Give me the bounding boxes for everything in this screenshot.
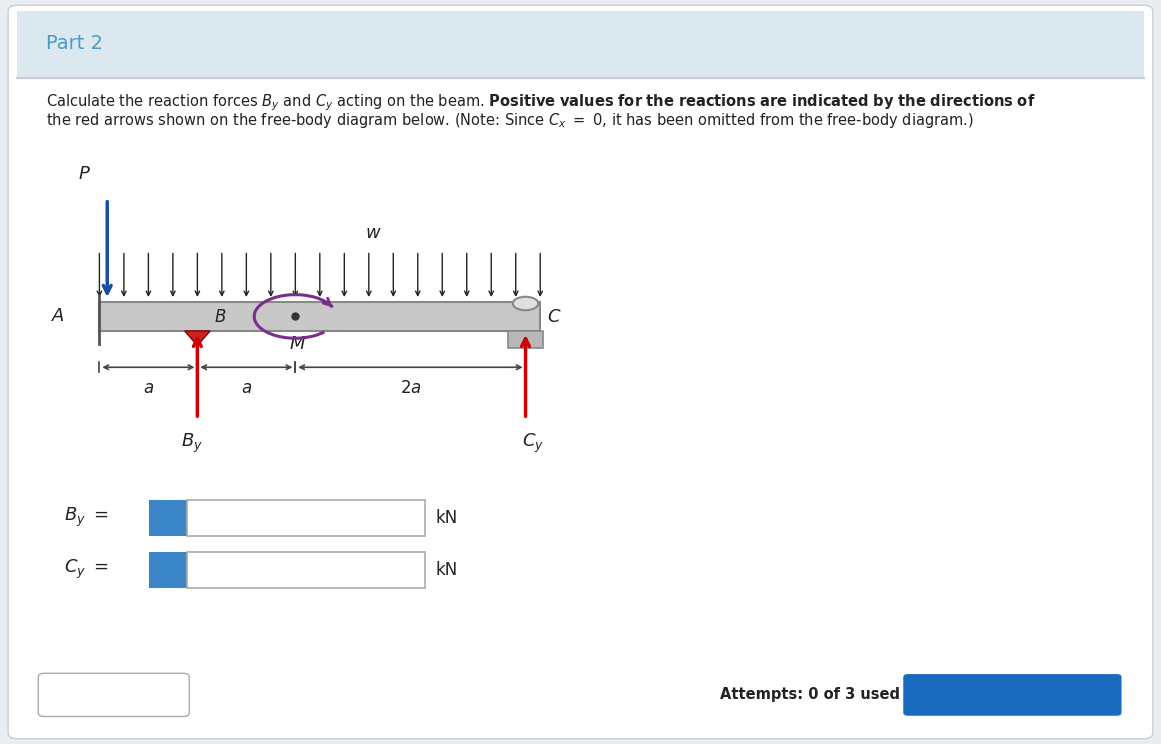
- Text: the red arrows shown on the free-body diagram below. (Note: Since $C_x\ =\ 0$, i: the red arrows shown on the free-body di…: [46, 111, 974, 130]
- Text: $B_y$: $B_y$: [181, 432, 203, 455]
- Text: Submit Answer: Submit Answer: [950, 687, 1075, 702]
- Polygon shape: [185, 331, 210, 345]
- Text: $2a$: $2a$: [399, 379, 421, 397]
- Text: Calculate the reaction forces $B_y$ and $C_y$ acting on the beam. $\mathbf{Posit: Calculate the reaction forces $B_y$ and …: [46, 92, 1036, 113]
- Text: $C$: $C$: [547, 308, 562, 326]
- Text: $M$: $M$: [289, 335, 305, 353]
- Text: $C_y\ =$: $C_y\ =$: [64, 557, 109, 581]
- Text: Save for Later: Save for Later: [65, 688, 163, 702]
- Text: $P$: $P$: [78, 165, 91, 183]
- Text: i: i: [166, 511, 170, 525]
- Text: Attempts: 0 of 3 used: Attempts: 0 of 3 used: [720, 687, 900, 702]
- Text: Part 2: Part 2: [46, 33, 103, 53]
- Text: i: i: [166, 563, 170, 577]
- Text: $B_y\ =$: $B_y\ =$: [64, 505, 109, 529]
- Text: $C_y$: $C_y$: [522, 432, 545, 455]
- Circle shape: [513, 297, 539, 310]
- Text: kN: kN: [435, 509, 457, 527]
- Text: $w$: $w$: [366, 224, 382, 242]
- Text: kN: kN: [435, 561, 457, 579]
- Text: $a$: $a$: [240, 379, 252, 397]
- Bar: [100, 303, 540, 331]
- Text: $B$: $B$: [214, 308, 226, 326]
- Bar: [507, 331, 543, 347]
- Text: $A$: $A$: [51, 307, 65, 325]
- Text: $a$: $a$: [143, 379, 154, 397]
